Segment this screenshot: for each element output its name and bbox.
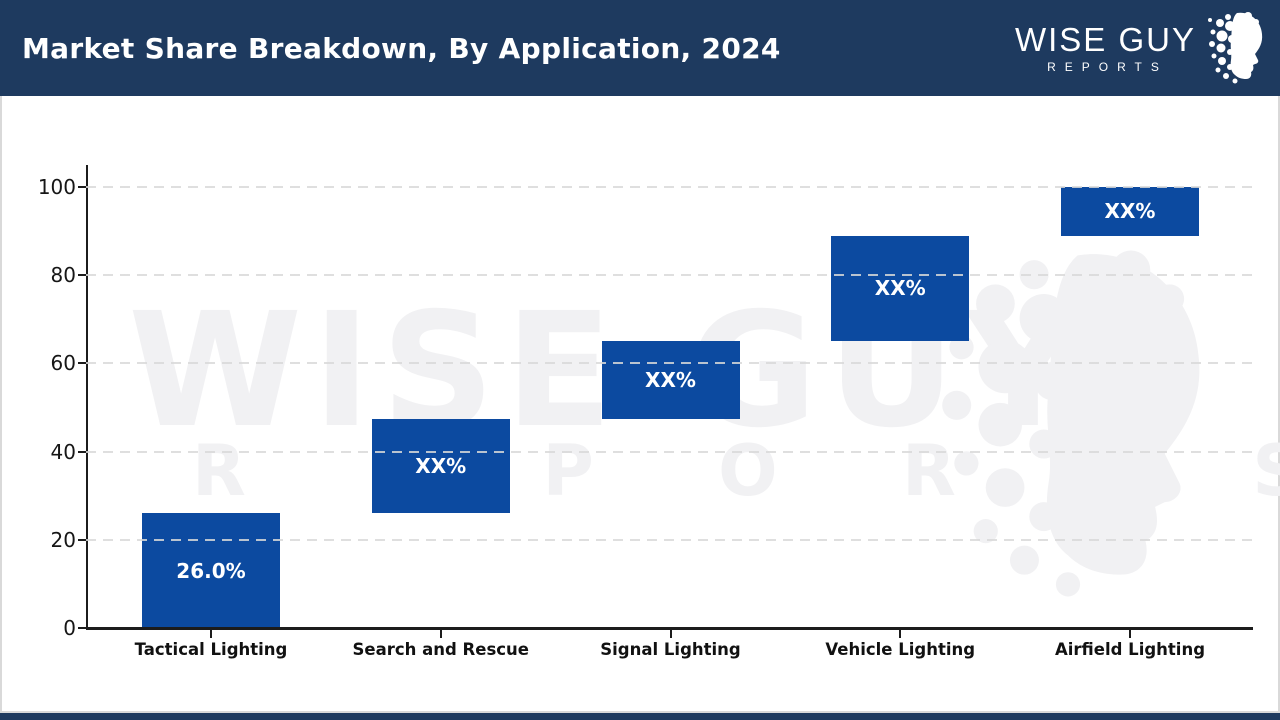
- logo-wordmark: WISE GUY: [1014, 20, 1196, 58]
- y-tick-mark: [78, 274, 86, 277]
- y-tick-mark: [78, 538, 86, 541]
- x-tick-mark: [210, 630, 212, 638]
- bar-signal-lighting: XX%: [601, 341, 740, 419]
- category-label-signal-lighting: Signal Lighting: [600, 640, 741, 659]
- y-tick-label-20: 20: [50, 527, 76, 552]
- bar-tactical-lighting: 26.0%: [142, 513, 280, 628]
- y-tick-label-0: 0: [63, 616, 76, 640]
- category-label-tactical-lighting: Tactical Lighting: [134, 640, 288, 659]
- x-tick-mark: [439, 630, 442, 638]
- category-label-vehicle-lighting: Vehicle Lighting: [825, 640, 976, 659]
- x-tick-mark: [669, 630, 672, 638]
- y-tick-label-80: 80: [50, 263, 76, 288]
- footer-bar: [0, 713, 1280, 720]
- y-tick-mark: [78, 186, 86, 188]
- logo-subtitle: REPORTS: [1047, 59, 1168, 74]
- y-tick-mark: [78, 362, 86, 365]
- y-tick-mark: [78, 627, 86, 629]
- bar-value-label: 26.0%: [176, 558, 246, 583]
- bar-value-label: XX%: [874, 276, 926, 301]
- y-tick-mark: [78, 450, 86, 453]
- category-label-search-and-rescue: Search and Rescue: [352, 640, 530, 659]
- gridline-20: [86, 538, 1253, 541]
- gridline-60: [86, 362, 1253, 365]
- y-tick-label-40: 40: [50, 439, 76, 464]
- y-axis-spine: [86, 165, 88, 630]
- x-tick-mark: [899, 630, 902, 638]
- x-tick-mark: [1129, 630, 1131, 638]
- gridline-80: [86, 274, 1253, 277]
- page-title: Market Share Breakdown, By Application, …: [22, 31, 781, 65]
- bar-vehicle-lighting: XX%: [831, 235, 970, 342]
- wise-guy-logo: WISE GUY REPORTS: [1015, 8, 1266, 88]
- gridline-40: [86, 450, 1253, 453]
- bar-value-label: XX%: [645, 367, 696, 392]
- category-label-airfield-lighting: Airfield Lighting: [1054, 640, 1206, 659]
- x-axis-spine: [86, 627, 1253, 630]
- bar-search-and-rescue: XX%: [371, 418, 510, 514]
- bar-value-label: XX%: [415, 453, 467, 478]
- dotted-head-logo-icon: [1204, 8, 1266, 88]
- logo-text: WISE GUY REPORTS: [1015, 23, 1196, 74]
- gridline-100: [86, 186, 1253, 188]
- bar-airfield-lighting: XX%: [1061, 187, 1199, 236]
- y-tick-label-60: 60: [50, 351, 76, 376]
- y-tick-label-100: 100: [37, 175, 76, 199]
- header-bar: Market Share Breakdown, By Application, …: [0, 0, 1280, 96]
- bar-value-label: XX%: [1104, 199, 1156, 224]
